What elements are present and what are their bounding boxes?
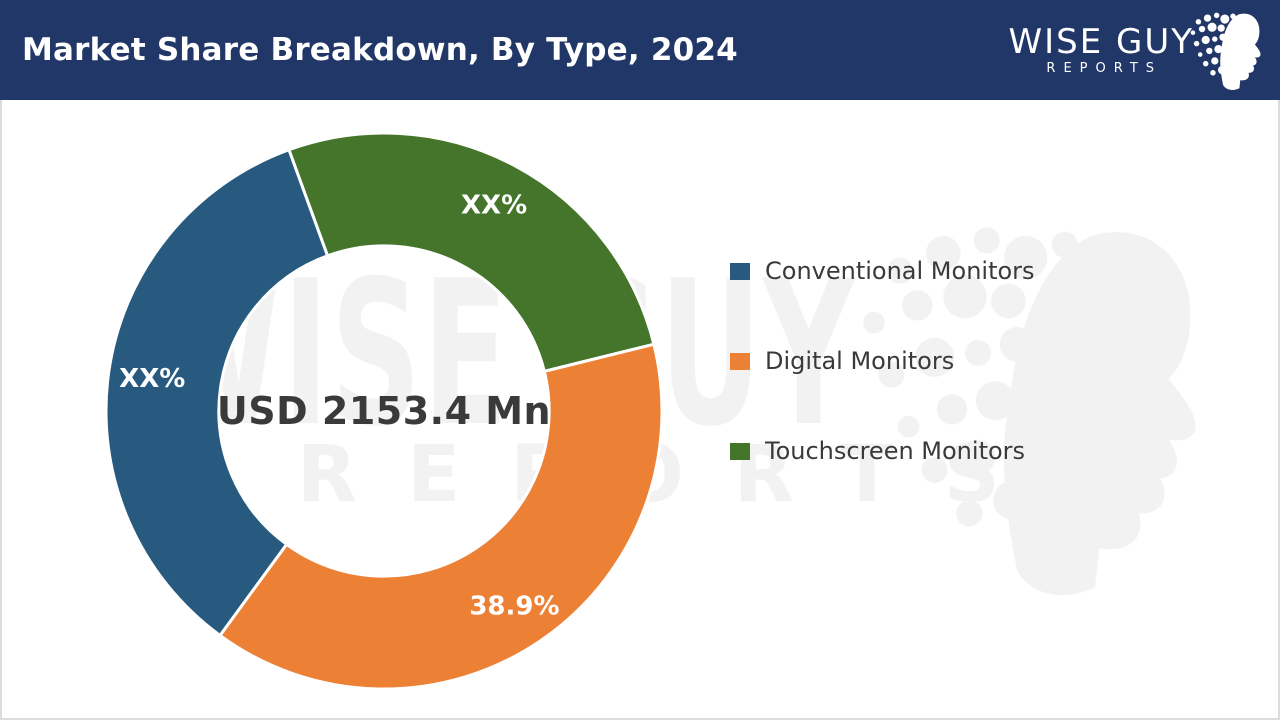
legend-swatch-conventional — [730, 262, 750, 280]
donut-slice-digital-monitors — [218, 342, 664, 691]
legend-label-touchscreen: Touchscreen Monitors — [765, 437, 1026, 465]
legend-item-touchscreen-monitors: Touchscreen Monitors — [730, 437, 1035, 465]
logo-title: WISE GUY — [1008, 22, 1194, 62]
legend-item-digital-monitors: Digital Monitors — [730, 347, 1035, 375]
wiseguy-logo: WISE GUY REPORTS — [1008, 8, 1264, 92]
chart-area: WISE GUY REPORTS XX% 38.9% XX% USD 2153.4 … — [0, 100, 1280, 720]
legend: Conventional Monitors Digital Monitors T… — [730, 257, 1035, 529]
header: Market Share Breakdown, By Type, 2024 WI… — [0, 0, 1280, 100]
slice-label-touchscreen-monitors: XX% — [461, 190, 527, 220]
legend-label-digital: Digital Monitors — [765, 347, 955, 375]
legend-label-conventional: Conventional Monitors — [765, 257, 1035, 285]
slice-label-digital-monitors: 38.9% — [469, 591, 559, 621]
donut-slice-conventional-monitors — [104, 148, 330, 637]
slice-label-conventional-monitors: XX% — [119, 364, 185, 394]
donut-chart: XX% 38.9% XX% — [104, 131, 664, 691]
donut-slice-touchscreen-monitors — [287, 131, 656, 373]
logo-text: WISE GUY REPORTS — [1008, 24, 1194, 76]
legend-swatch-touchscreen — [730, 442, 750, 460]
wiseguy-face-icon — [1190, 12, 1261, 90]
page-title: Market Share Breakdown, By Type, 2024 — [22, 32, 738, 68]
legend-item-conventional-monitors: Conventional Monitors — [730, 257, 1035, 285]
logo-subtitle: REPORTS — [1046, 61, 1163, 76]
legend-swatch-digital — [730, 352, 750, 370]
